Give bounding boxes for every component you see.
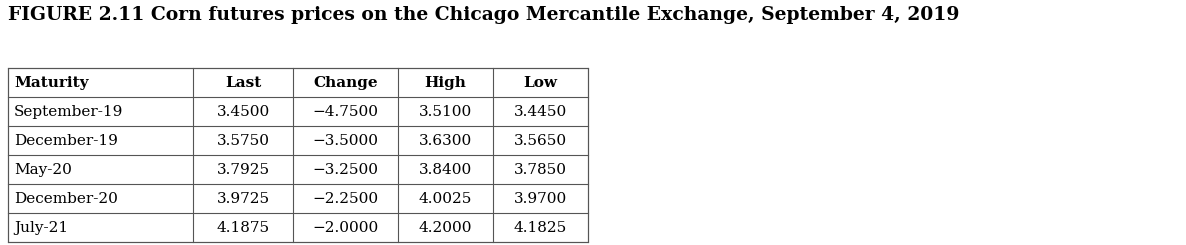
Text: 3.9725: 3.9725 xyxy=(216,192,269,206)
Text: 3.4450: 3.4450 xyxy=(514,105,567,119)
Text: December-20: December-20 xyxy=(14,192,117,206)
Text: September-19: September-19 xyxy=(14,105,123,119)
Text: −3.5000: −3.5000 xyxy=(312,134,378,147)
Text: Maturity: Maturity xyxy=(14,75,89,89)
Text: 3.6300: 3.6300 xyxy=(419,134,472,147)
Text: −4.7500: −4.7500 xyxy=(312,105,378,119)
Text: May-20: May-20 xyxy=(14,162,72,176)
Text: 4.1875: 4.1875 xyxy=(216,220,269,234)
Text: 4.2000: 4.2000 xyxy=(419,220,472,234)
Text: 3.8400: 3.8400 xyxy=(419,162,472,176)
Text: Low: Low xyxy=(523,75,557,89)
Text: FIGURE 2.11 Corn futures prices on the Chicago Mercantile Exchange, September 4,: FIGURE 2.11 Corn futures prices on the C… xyxy=(8,6,959,24)
Text: 3.5650: 3.5650 xyxy=(514,134,567,147)
Text: 3.5100: 3.5100 xyxy=(419,105,472,119)
Text: 3.7850: 3.7850 xyxy=(514,162,567,176)
Text: 4.1825: 4.1825 xyxy=(514,220,567,234)
Text: −2.2500: −2.2500 xyxy=(312,192,378,206)
Text: December-19: December-19 xyxy=(14,134,117,147)
Text: 3.5750: 3.5750 xyxy=(217,134,269,147)
Text: 3.4500: 3.4500 xyxy=(216,105,269,119)
Text: 3.7925: 3.7925 xyxy=(216,162,269,176)
Text: High: High xyxy=(425,75,466,89)
Text: Last: Last xyxy=(225,75,261,89)
Text: Change: Change xyxy=(313,75,378,89)
Text: 4.0025: 4.0025 xyxy=(419,192,472,206)
Text: −3.2500: −3.2500 xyxy=(312,162,378,176)
Text: July-21: July-21 xyxy=(14,220,68,234)
Text: 3.9700: 3.9700 xyxy=(514,192,567,206)
Bar xyxy=(8,68,588,242)
Text: −2.0000: −2.0000 xyxy=(312,220,378,234)
